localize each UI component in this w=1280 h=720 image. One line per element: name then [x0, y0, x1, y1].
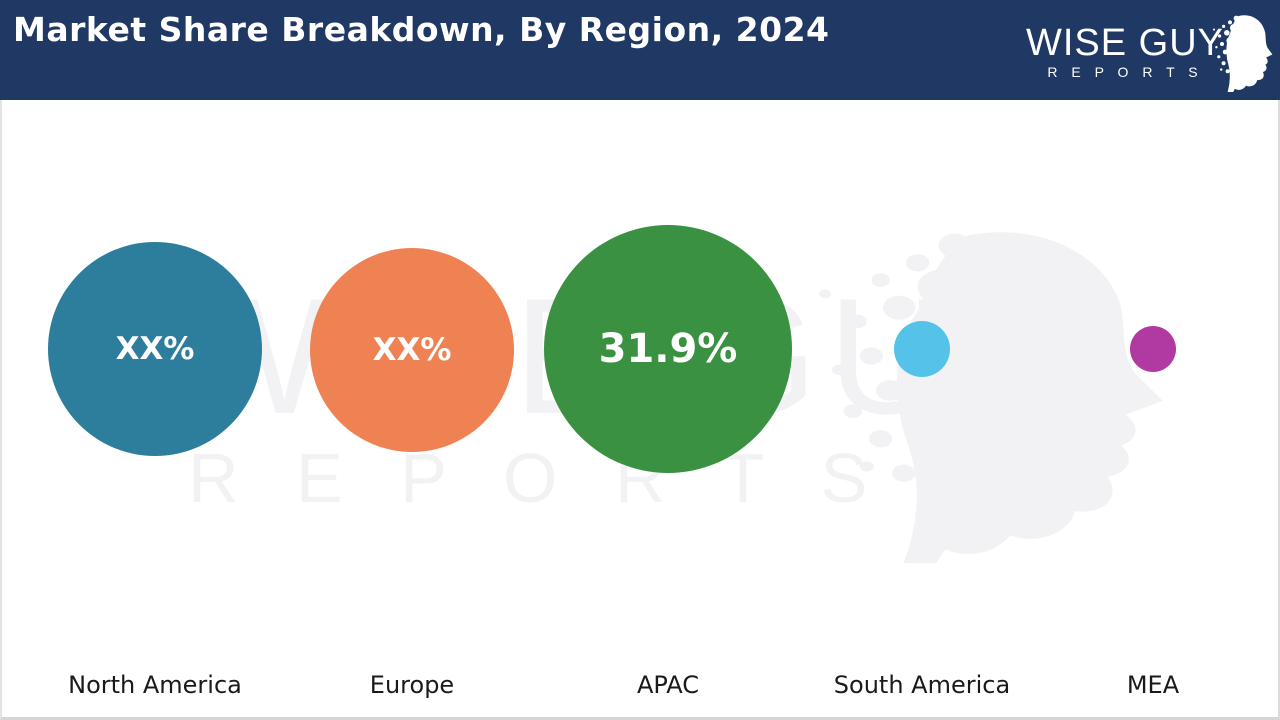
- category-label-apac: APAC: [636, 671, 700, 699]
- wiseguy-head-icon: [1212, 15, 1273, 92]
- bubble-europe: XX%: [310, 248, 514, 452]
- logo-wordmark: WISE GUY: [1025, 21, 1224, 64]
- bubble-mea: [1130, 326, 1176, 372]
- wiseguy-head-watermark-icon: [819, 232, 1163, 563]
- watermark-subtext: R E P O R T S: [188, 439, 887, 517]
- bubble-south-america: [894, 321, 950, 377]
- category-label-europe: Europe: [369, 671, 455, 699]
- bubble-north-america: XX%: [48, 242, 262, 456]
- bubble-value-label: XX%: [115, 331, 195, 367]
- bubble-value-label: 31.9%: [598, 326, 738, 372]
- chart-area: WISE GUY R E P O R T S XX% XX% 31.9% Nor…: [0, 100, 1280, 720]
- bubble-value-label: XX%: [372, 332, 452, 368]
- page-title: Market Share Breakdown, By Region, 2024: [13, 10, 830, 49]
- category-label-mea: MEA: [1126, 671, 1180, 699]
- header-bar: Market Share Breakdown, By Region, 2024 …: [0, 0, 1280, 100]
- logo-subtext: R E P O R T S: [1047, 64, 1203, 81]
- bubble-apac: 31.9%: [544, 225, 792, 473]
- category-label-north-america: North America: [68, 671, 242, 699]
- category-label-south-america: South America: [833, 671, 1011, 699]
- wiseguy-logo: WISE GUY R E P O R T S: [1026, 6, 1274, 98]
- logo-text: WISE GUY R E P O R T S: [1025, 21, 1224, 81]
